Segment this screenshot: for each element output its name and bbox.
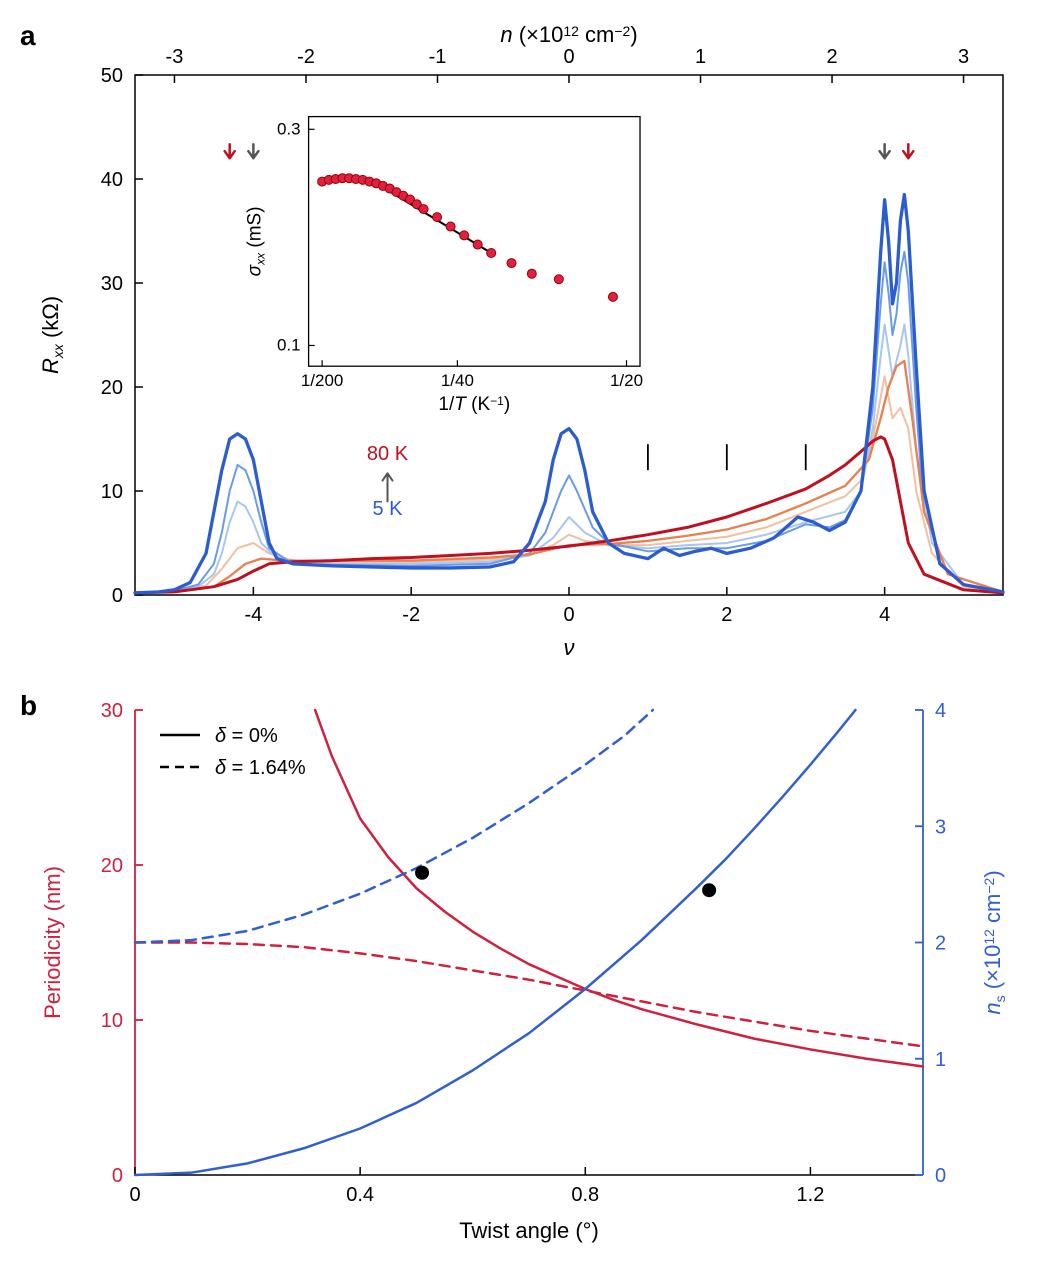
svg-text:30: 30 [101,273,123,295]
svg-text:2: 2 [935,933,946,955]
svg-text:2: 2 [826,46,837,68]
svg-text:0: 0 [563,604,574,626]
svg-text:1.2: 1.2 [797,1184,825,1206]
figure-container: a b -4-2024-3-2-1012301020304050νn (×101… [20,20,1028,1258]
svg-text:Periodicity (nm): Periodicity (nm) [40,866,65,1019]
svg-text:0: 0 [129,1184,140,1206]
svg-text:1/T (K−1): 1/T (K−1) [438,394,510,415]
svg-text:3: 3 [958,46,969,68]
svg-text:1/40: 1/40 [441,371,474,390]
svg-text:0.3: 0.3 [277,119,301,138]
svg-text:Twist angle (°): Twist angle (°) [459,1218,599,1243]
panel-b-chart: 0 0.4 0.8 1.2 0 10 20 30 0 1 2 3 4 Twist angle (°) Per… [20,690,1028,1258]
panel-a-chart: -4-2024-3-2-1012301020304050νn (×1012 cm… [20,20,1028,690]
svg-text:0.1: 0.1 [277,335,301,354]
svg-text:1: 1 [695,46,706,68]
svg-text:-4: -4 [244,604,262,626]
svg-text:0: 0 [112,1165,123,1187]
svg-text:-3: -3 [166,46,184,68]
svg-text:0: 0 [935,1165,946,1187]
svg-text:3: 3 [935,816,946,838]
svg-text:1/20: 1/20 [610,371,643,390]
svg-text:n (×1012 cm−2): n (×1012 cm−2) [500,22,637,47]
svg-text:10: 10 [101,481,123,503]
svg-text:0.4: 0.4 [346,1184,374,1206]
svg-text:0.8: 0.8 [571,1184,599,1206]
svg-text:-2: -2 [402,604,420,626]
svg-text:ν: ν [564,635,575,660]
svg-text:10: 10 [101,1010,123,1032]
svg-text:80 K: 80 K [367,443,409,465]
svg-text:Rxx (kΩ): Rxx (kΩ) [38,296,66,374]
svg-text:1: 1 [935,1049,946,1071]
svg-text:-1: -1 [429,46,447,68]
svg-text:ns (×1012 cm−2): ns (×1012 cm−2) [980,870,1008,1014]
svg-text:2: 2 [721,604,732,626]
svg-text:δ = 1.64%: δ = 1.64% [215,757,306,779]
svg-text:0: 0 [112,585,123,607]
svg-text:σxx (mS): σxx (mS) [245,206,268,276]
svg-text:1/200: 1/200 [301,371,344,390]
svg-text:δ = 0%: δ = 0% [215,725,278,747]
svg-text:4: 4 [935,700,946,722]
svg-text:40: 40 [101,169,123,191]
svg-text:0: 0 [563,46,574,68]
svg-text:30: 30 [101,700,123,722]
svg-text:4: 4 [879,604,890,626]
svg-text:50: 50 [101,65,123,87]
svg-text:20: 20 [101,377,123,399]
svg-text:-2: -2 [297,46,315,68]
svg-text:20: 20 [101,855,123,877]
